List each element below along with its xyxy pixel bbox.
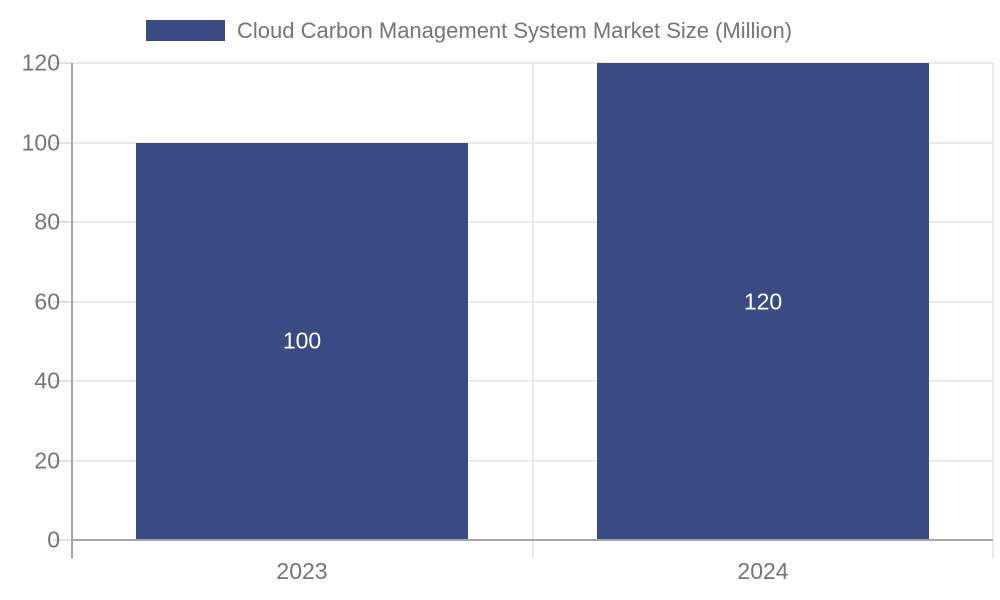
y-tick (53, 539, 72, 541)
y-tick-label: 100 (21, 129, 60, 155)
y-tick (53, 62, 72, 64)
y-tick-label: 0 (47, 526, 60, 553)
y-tick (53, 141, 72, 144)
x-axis-line (72, 539, 993, 541)
y-tick-label: 120 (21, 49, 60, 76)
y-tick (53, 459, 72, 462)
legend[interactable]: Cloud Carbon Management System Market Si… (146, 17, 792, 44)
x-tick-label: 2024 (737, 558, 789, 584)
y-tick (53, 221, 72, 223)
y-tick (53, 380, 72, 382)
bar-value-label: 100 (282, 327, 322, 354)
y-tick-label: 80 (34, 208, 60, 235)
bar-value-label: 120 (743, 288, 783, 315)
y-tick (53, 300, 72, 303)
category-boundary-line (992, 63, 994, 558)
bar-2024[interactable] (597, 63, 929, 540)
y-axis-line (71, 63, 73, 558)
legend-swatch (146, 20, 225, 41)
y-tick-label: 40 (34, 367, 60, 394)
y-tick-label: 20 (34, 447, 60, 473)
category-boundary-line (532, 63, 534, 558)
x-tick-label: 2023 (276, 558, 328, 584)
legend-label: Cloud Carbon Management System Market Si… (237, 18, 793, 43)
bar-2023[interactable] (136, 143, 468, 541)
y-tick-label: 60 (34, 288, 60, 314)
